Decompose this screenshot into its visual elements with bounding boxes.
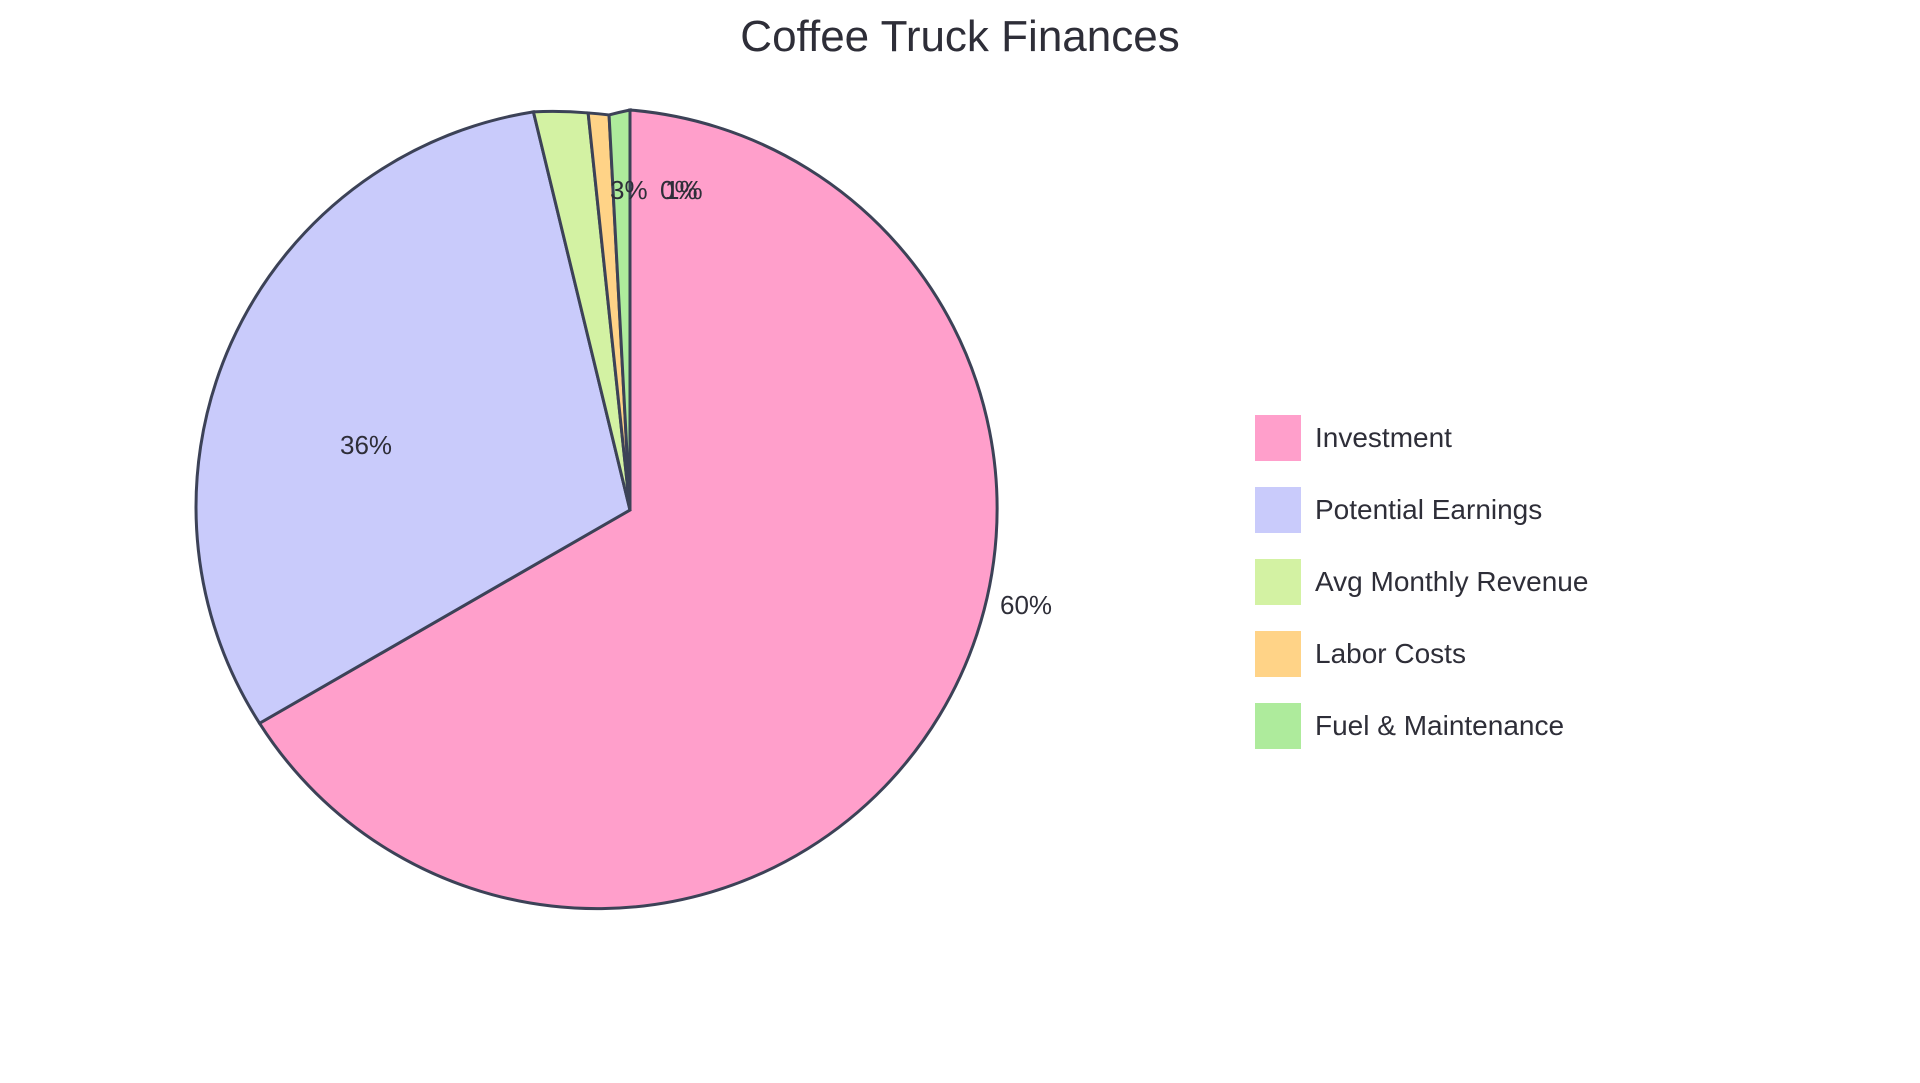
legend-label-avg-monthly-revenue: Avg Monthly Revenue	[1315, 566, 1588, 598]
legend-swatch-potential-earnings	[1255, 487, 1301, 533]
legend-swatch-avg-monthly-revenue	[1255, 559, 1301, 605]
legend-item-fuel-maintenance[interactable]: Fuel & Maintenance	[1255, 703, 1588, 749]
legend-item-potential-earnings[interactable]: Potential Earnings	[1255, 487, 1588, 533]
legend-swatch-fuel-maintenance	[1255, 703, 1301, 749]
pie-svg	[180, 60, 1080, 960]
pie-chart-container: Coffee Truck Finances 60% 36% 3% 1% 0% I…	[0, 0, 1920, 1083]
chart-legend: Investment Potential Earnings Avg Monthl…	[1255, 415, 1588, 749]
legend-label-potential-earnings: Potential Earnings	[1315, 494, 1542, 526]
legend-item-avg-monthly-revenue[interactable]: Avg Monthly Revenue	[1255, 559, 1588, 605]
chart-title: Coffee Truck Finances	[0, 12, 1920, 62]
legend-label-fuel-maintenance: Fuel & Maintenance	[1315, 710, 1564, 742]
legend-swatch-investment	[1255, 415, 1301, 461]
legend-item-investment[interactable]: Investment	[1255, 415, 1588, 461]
legend-label-investment: Investment	[1315, 422, 1452, 454]
legend-item-labor-costs[interactable]: Labor Costs	[1255, 631, 1588, 677]
legend-label-labor-costs: Labor Costs	[1315, 638, 1466, 670]
legend-swatch-labor-costs	[1255, 631, 1301, 677]
